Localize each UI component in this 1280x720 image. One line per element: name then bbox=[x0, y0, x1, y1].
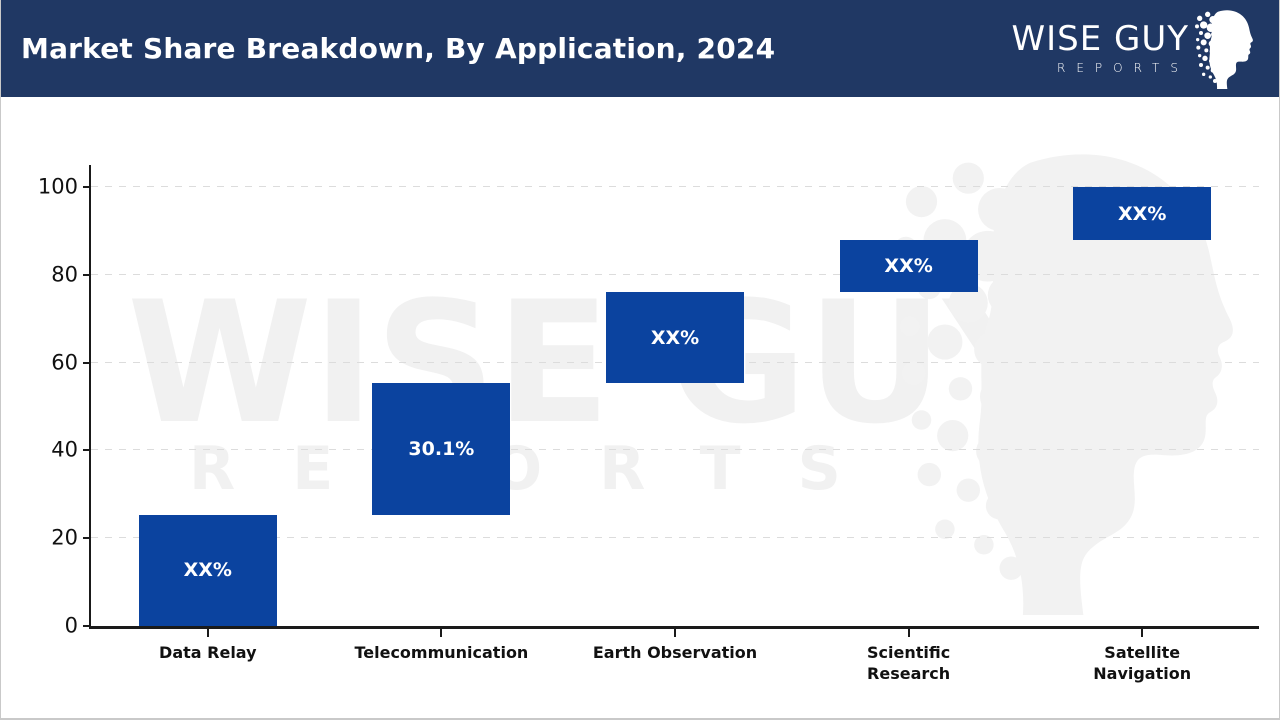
logo-subtext: REPORTS bbox=[1056, 61, 1189, 75]
y-tick-mark bbox=[83, 361, 91, 364]
y-tick-label: 40 bbox=[51, 437, 78, 462]
logo-text: WISE GUY REPORTS bbox=[1011, 22, 1189, 75]
y-tick-label: 80 bbox=[51, 262, 78, 287]
bar-value-label: XX% bbox=[183, 559, 232, 582]
gridline bbox=[91, 537, 1259, 539]
header: Market Share Breakdown, By Application, … bbox=[1, 0, 1279, 97]
brand-logo: WISE GUY REPORTS bbox=[1011, 8, 1253, 90]
gridline bbox=[91, 185, 1259, 187]
x-tick-mark bbox=[674, 629, 676, 637]
bar-value-label: XX% bbox=[650, 326, 700, 349]
bar-value-label: XX% bbox=[884, 255, 933, 278]
x-tick-mark bbox=[1141, 629, 1144, 637]
x-tick-mark bbox=[907, 629, 910, 637]
gridline bbox=[91, 449, 1259, 451]
page-title: Market Share Breakdown, By Application, … bbox=[21, 32, 776, 65]
logo-wordmark: WISE GUY bbox=[1011, 19, 1189, 59]
x-category-label: Data Relay bbox=[159, 643, 257, 662]
bar-value-label: XX% bbox=[1118, 202, 1167, 225]
waterfall-bar: XX% bbox=[1073, 186, 1212, 241]
gridline bbox=[91, 273, 1259, 275]
wiseguy-face-icon bbox=[1195, 9, 1253, 89]
x-tick-mark bbox=[206, 629, 209, 637]
x-category-label: Telecommunication bbox=[354, 643, 529, 662]
waterfall-bar: XX% bbox=[138, 514, 277, 626]
waterfall-bar: XX% bbox=[839, 240, 978, 293]
plot-area: 0 20 40 60 80 100 XX% 30.1% XX% XX% XX% Data Relay T… bbox=[38, 165, 1259, 683]
y-tick-mark bbox=[83, 185, 91, 188]
x-category-label: Scientific Research bbox=[866, 643, 951, 683]
y-tick-mark bbox=[83, 449, 91, 452]
y-tick-label: 60 bbox=[51, 350, 78, 375]
waterfall-bar: XX% bbox=[606, 292, 744, 383]
x-category-label: Satellite Navigation bbox=[1093, 643, 1192, 683]
y-tick-label: 0 bbox=[64, 613, 78, 638]
x-tick-mark bbox=[440, 629, 443, 637]
y-tick-mark bbox=[83, 537, 91, 540]
y-tick-label: 20 bbox=[51, 525, 78, 550]
y-tick-mark bbox=[83, 273, 91, 276]
chart-area: WISE GUY REPORTS 0 20 40 60 80 100 XX% 30.1% XX%… bbox=[1, 97, 1279, 718]
x-category-label: Earth Observation bbox=[592, 643, 758, 662]
bar-value-label: 30.1% bbox=[408, 437, 475, 460]
y-tick-label: 100 bbox=[37, 174, 78, 199]
waterfall-bar: 30.1% bbox=[372, 382, 511, 515]
y-tick-mark bbox=[83, 625, 91, 627]
